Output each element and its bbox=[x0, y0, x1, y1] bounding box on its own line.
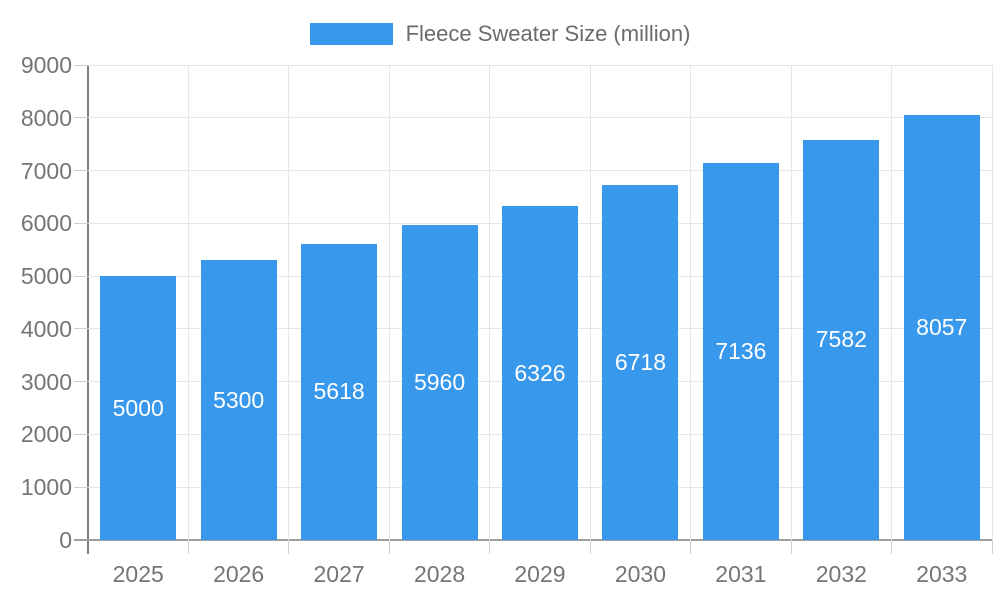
x-tick bbox=[891, 540, 893, 554]
x-tick bbox=[489, 540, 491, 554]
category-gridline bbox=[489, 65, 491, 540]
bar[interactable]: 5618 bbox=[301, 243, 378, 540]
y-gridline bbox=[88, 64, 992, 66]
category-gridline bbox=[991, 65, 993, 540]
bar-value-label: 5960 bbox=[413, 369, 466, 396]
bar-value-label: 5000 bbox=[112, 394, 164, 421]
x-tick bbox=[589, 540, 591, 554]
y-axis-tick-label: 9000 bbox=[20, 52, 72, 78]
y-axis-tick-label: 4000 bbox=[20, 315, 72, 342]
y-axis-tick-label: 2000 bbox=[20, 421, 72, 448]
legend-swatch-icon bbox=[309, 23, 393, 45]
bar-value-label: 5618 bbox=[313, 378, 365, 405]
bar-value-label: 5300 bbox=[213, 386, 265, 413]
bar[interactable]: 6326 bbox=[501, 206, 578, 540]
bar[interactable]: 8057 bbox=[903, 114, 980, 540]
y-tick bbox=[74, 539, 88, 541]
bar-value-label: 6326 bbox=[514, 359, 566, 386]
x-tick bbox=[790, 540, 792, 554]
category-gridline bbox=[690, 65, 692, 540]
y-tick bbox=[74, 64, 88, 66]
y-axis-tick-label: 6000 bbox=[20, 210, 72, 237]
y-tick bbox=[74, 222, 88, 224]
x-tick bbox=[991, 540, 993, 554]
y-axis-line bbox=[87, 65, 89, 554]
bar[interactable]: 5300 bbox=[200, 260, 277, 540]
x-axis-tick-label: 2029 bbox=[514, 561, 566, 587]
bar[interactable]: 5000 bbox=[100, 276, 177, 540]
legend[interactable]: Fleece Sweater Size (million) bbox=[0, 20, 1000, 48]
x-axis-tick-label: 2032 bbox=[815, 561, 867, 587]
x-tick bbox=[187, 540, 189, 554]
bar[interactable]: 7582 bbox=[803, 139, 880, 540]
x-axis-tick-label: 2028 bbox=[413, 561, 466, 587]
bar-value-label: 7136 bbox=[715, 338, 767, 365]
y-gridline bbox=[88, 117, 992, 119]
y-axis-tick-label: 0 bbox=[59, 527, 72, 553]
plot-area: 5000 5300 5618 5960 6326 6718 7136 7582 8057 bbox=[74, 64, 993, 554]
bar[interactable]: 5960 bbox=[401, 225, 478, 540]
y-tick bbox=[74, 275, 88, 277]
y-tick bbox=[74, 117, 88, 119]
y-gridline bbox=[88, 170, 992, 172]
y-tick bbox=[74, 486, 88, 488]
x-tick bbox=[690, 540, 692, 554]
bar-value-label: 6718 bbox=[614, 349, 667, 376]
x-axis-tick-label: 2027 bbox=[313, 561, 365, 587]
x-tick bbox=[288, 540, 290, 554]
y-tick bbox=[74, 170, 88, 172]
category-gridline bbox=[187, 65, 189, 540]
y-axis-tick-label: 7000 bbox=[20, 157, 72, 184]
category-gridline bbox=[790, 65, 792, 540]
bar-value-label: 8057 bbox=[916, 313, 968, 340]
y-axis-tick-label: 8000 bbox=[20, 104, 72, 131]
legend-label: Fleece Sweater Size (million) bbox=[405, 21, 691, 46]
category-gridline bbox=[589, 65, 591, 540]
y-tick bbox=[74, 328, 88, 330]
x-axis-tick-label: 2033 bbox=[916, 561, 968, 587]
y-axis-tick-label: 3000 bbox=[20, 368, 72, 395]
bar[interactable]: 7136 bbox=[702, 163, 779, 540]
y-axis-tick-label: 1000 bbox=[20, 474, 72, 501]
y-axis-tick-label: 5000 bbox=[20, 263, 72, 290]
category-gridline bbox=[891, 65, 893, 540]
x-axis-tick-label: 2026 bbox=[213, 561, 265, 587]
x-axis-baseline bbox=[88, 539, 992, 541]
bar-value-label: 7582 bbox=[815, 326, 867, 353]
x-tick bbox=[388, 540, 390, 554]
x-axis-tick-label: 2025 bbox=[112, 561, 164, 587]
category-gridline bbox=[388, 65, 390, 540]
x-axis-tick-label: 2030 bbox=[614, 561, 667, 587]
x-axis-tick-label: 2031 bbox=[715, 561, 767, 587]
y-tick bbox=[74, 433, 88, 435]
category-gridline bbox=[288, 65, 290, 540]
y-tick bbox=[74, 381, 88, 383]
bar[interactable]: 6718 bbox=[602, 185, 679, 540]
